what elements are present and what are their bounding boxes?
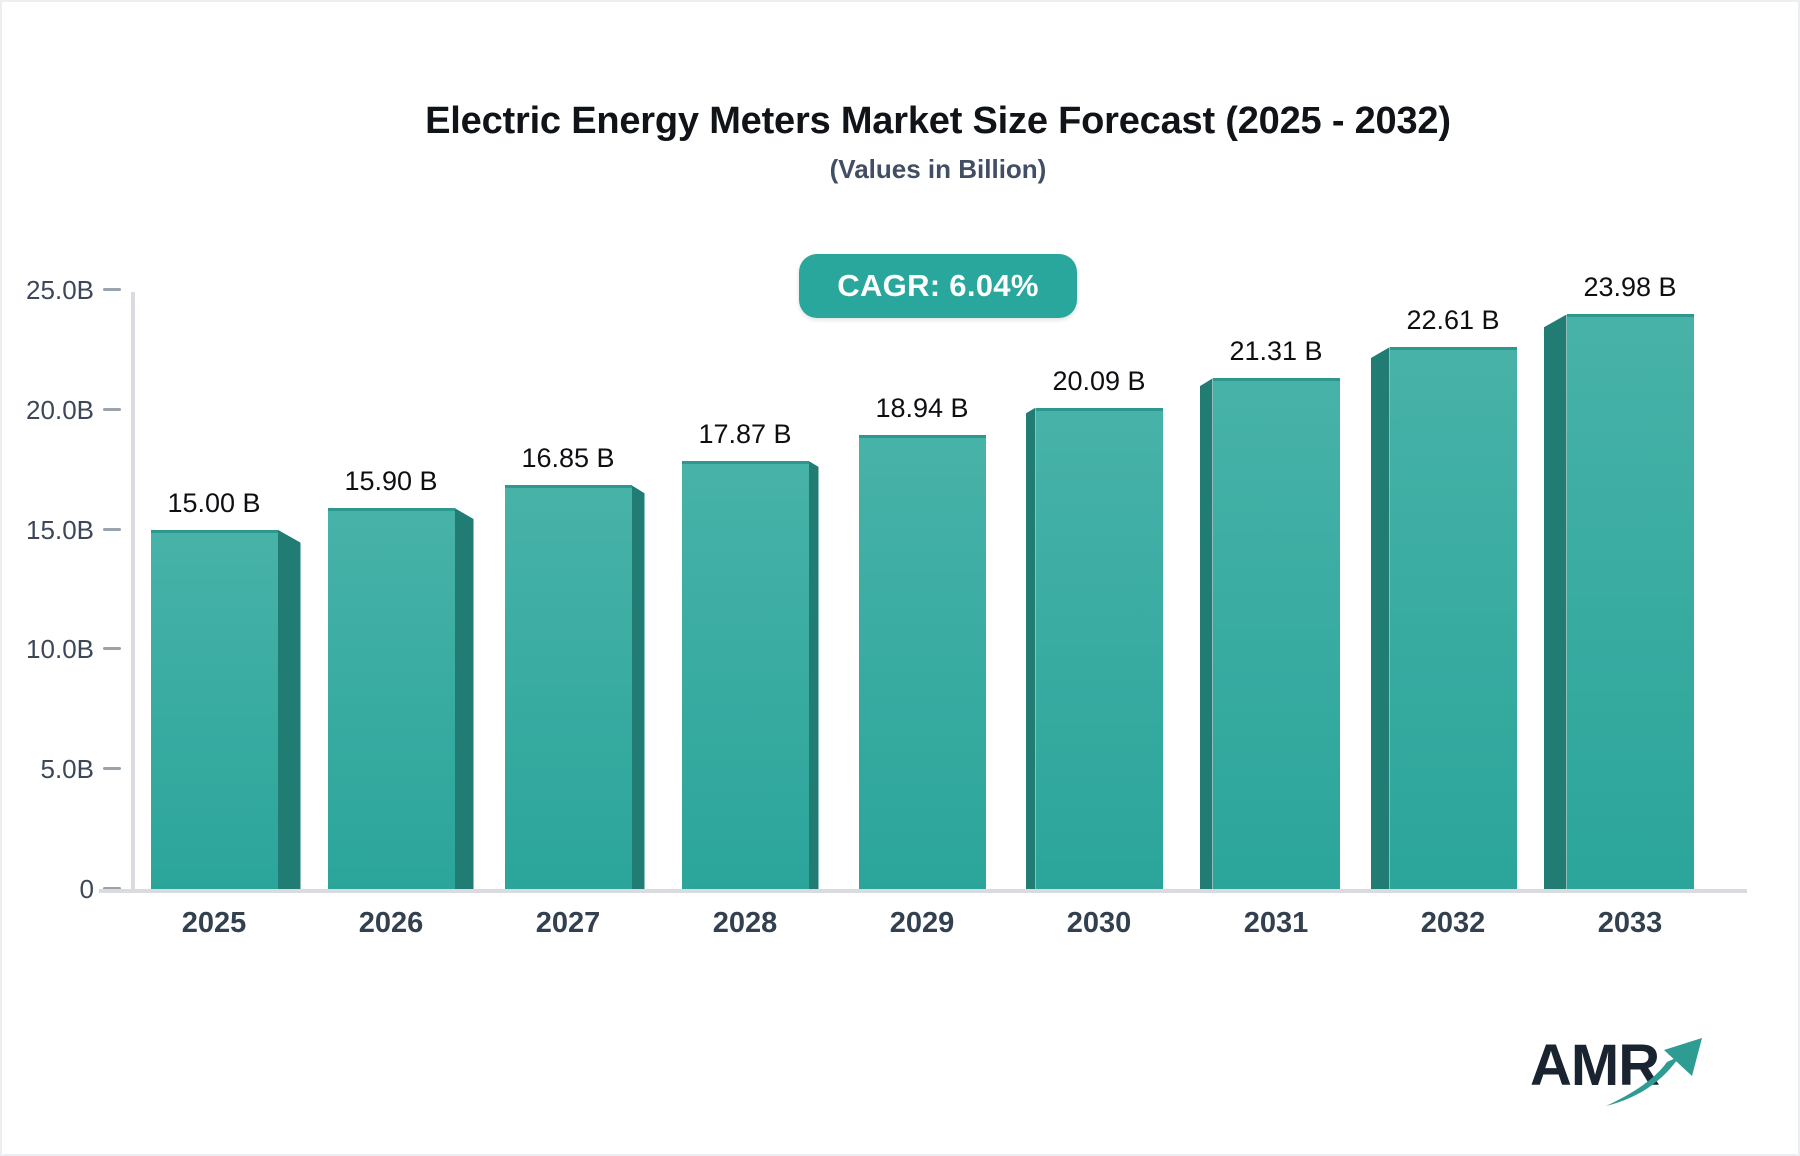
x-axis-label-2025: 2025 [181,907,247,939]
bar-2031[interactable] [1212,378,1340,889]
bar-value-label-2031: 21.31 B [1229,336,1323,367]
bar-value-label-2025: 15.00 B [167,487,261,518]
bar-value-label-2032: 22.61 B [1406,305,1500,336]
cagr-badge: CAGR: 6.04% [799,254,1077,318]
bar-side-2031 [1199,378,1213,889]
bar-value-label-2028: 17.87 B [698,418,792,449]
y-axis-label: 15.0B [26,514,94,545]
bar-side-2025 [277,529,301,889]
y-axis-label: 5.0B [40,754,95,785]
y-axis-tick [103,887,121,890]
bar-value-label-2029: 18.94 B [875,393,969,424]
x-axis-label-2033: 2033 [1597,907,1663,939]
y-axis-label: 25.0B [26,275,94,305]
bar-side-2032 [1370,347,1390,889]
y-axis-tick [103,527,121,531]
y-axis-label: 10.0B [26,634,94,665]
y-axis-label: 20.0B [26,394,94,425]
amr-logo-text: AMR [1530,1033,1660,1098]
bar-2025[interactable] [150,529,278,889]
x-axis-label-2030: 2030 [1066,907,1132,939]
bar-side-2030 [1025,407,1036,889]
bar-value-label-2026: 15.90 B [344,466,438,497]
bar-value-label-2027: 16.85 B [521,443,615,474]
bar-side-2026 [454,508,474,889]
x-axis-label-2027: 2027 [535,907,601,939]
cagr-badge-row: CAGR: 6.04% [132,254,1744,318]
bar-side-2028 [808,460,819,889]
x-axis-label-2032: 2032 [1420,907,1486,939]
growth-arrow-icon [1606,1038,1702,1106]
y-axis-tick [103,288,121,291]
x-axis-line [99,889,1747,893]
bar-side-2033 [1543,314,1567,889]
x-axis-label-2031: 2031 [1243,907,1309,939]
bar-value-label-2030: 20.09 B [1052,365,1146,396]
bar-2033[interactable] [1566,314,1694,889]
y-axis-tick [103,407,121,411]
bar-2030[interactable] [1035,407,1163,889]
bar-side-2027 [631,485,645,889]
chart-title: Electric Energy Meters Market Size Forec… [425,100,1451,142]
bar-2032[interactable] [1389,347,1517,889]
y-axis-line [131,292,135,893]
y-axis-label: 0 [79,874,94,904]
bar-value-label-2033: 23.98 B [1583,272,1677,303]
chart-subtitle: (Values in Billion) [829,154,1047,184]
bar-2027[interactable] [504,485,632,889]
y-axis-tick [103,767,121,771]
bar-2026[interactable] [327,508,455,889]
y-axis-tick [103,647,121,651]
x-axis-label-2026: 2026 [358,907,424,939]
bar-2028[interactable] [681,460,809,889]
x-axis-label-2029: 2029 [889,907,955,939]
x-axis-label-2028: 2028 [712,907,778,939]
bar-2029[interactable] [858,435,986,889]
amr-logo: AMR [1530,1032,1720,1118]
